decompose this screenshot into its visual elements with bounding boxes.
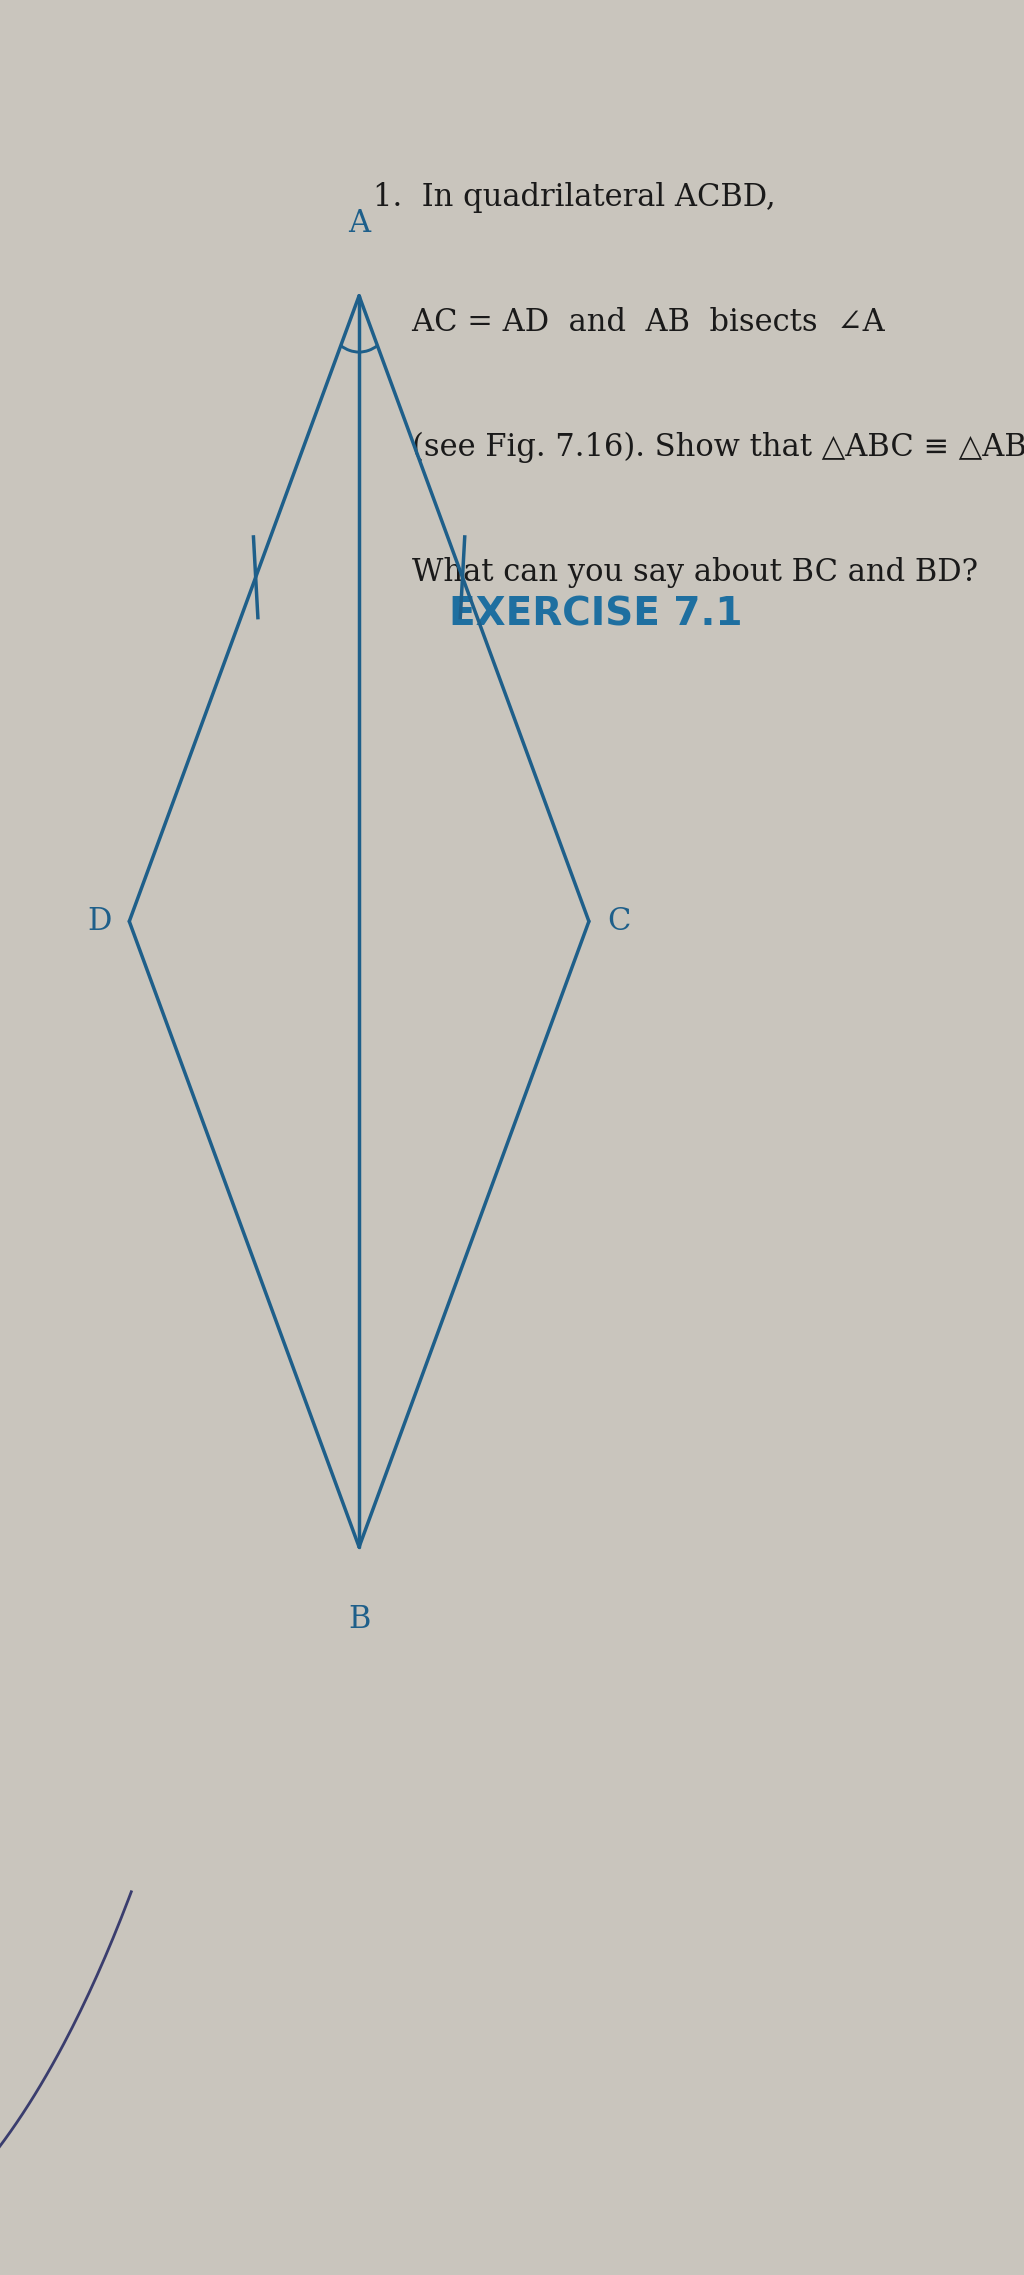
Text: (see Fig. 7.16). Show that △ABC ≡ △ABD.: (see Fig. 7.16). Show that △ABC ≡ △ABD.	[374, 432, 1024, 464]
Text: What can you say about BC and BD?: What can you say about BC and BD?	[374, 557, 979, 589]
Text: A: A	[348, 207, 370, 239]
Text: EXERCISE 7.1: EXERCISE 7.1	[450, 596, 742, 632]
Text: B: B	[348, 1604, 371, 1636]
Text: AC = AD  and  AB  bisects  ∠A: AC = AD and AB bisects ∠A	[374, 307, 885, 339]
Text: C: C	[607, 905, 630, 937]
Text: 1.  In quadrilateral ACBD,: 1. In quadrilateral ACBD,	[374, 182, 776, 214]
Text: D: D	[87, 905, 112, 937]
